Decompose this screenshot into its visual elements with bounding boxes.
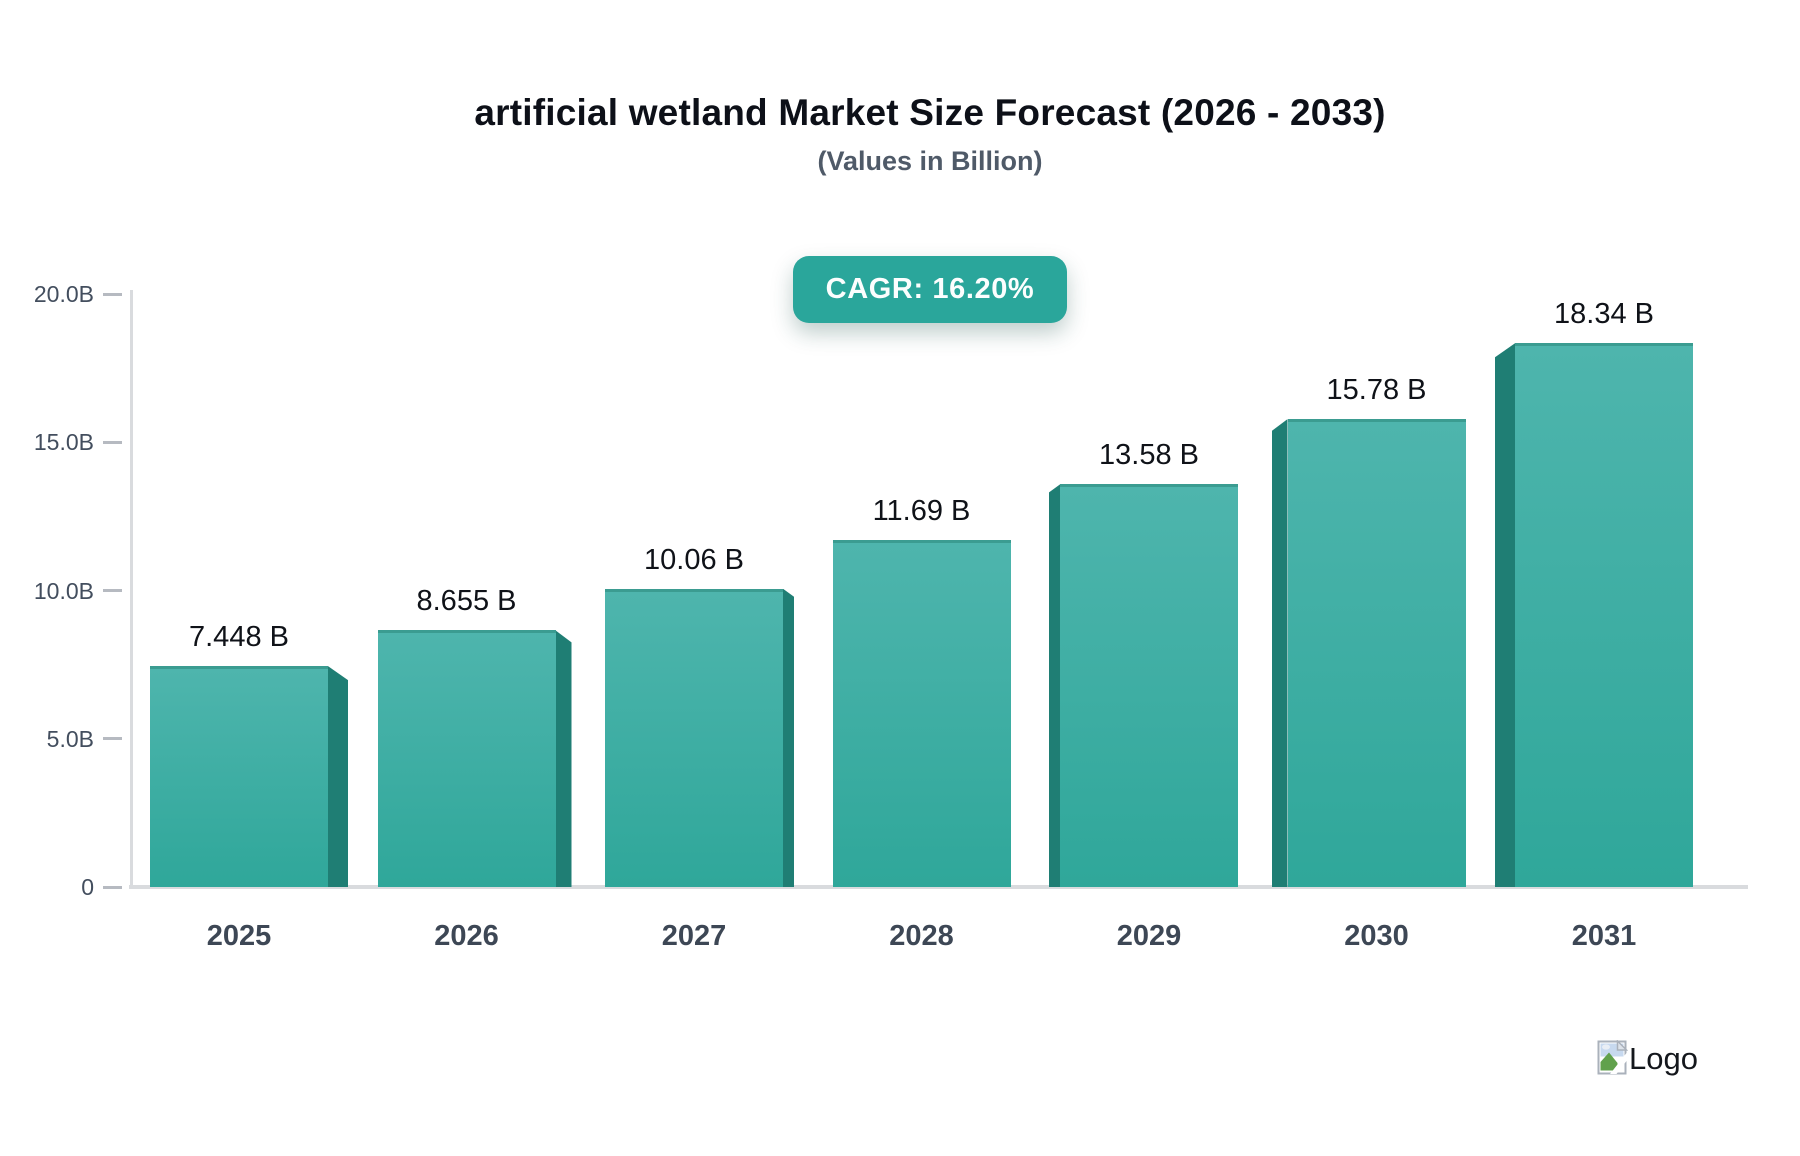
x-tick-label-2029: 2029 [1116,920,1182,952]
y-tick-mark [103,589,122,592]
y-tick-label: 20.0B [33,281,94,307]
logo: Logo [1597,1040,1698,1075]
y-tick-mark [103,885,122,889]
y-tick-label: 0 [81,874,94,900]
x-tick-label-2026: 2026 [434,920,499,952]
bar-side-2025 [328,666,348,887]
y-tick-mark [103,737,122,741]
bar-2028 [832,540,1011,887]
bar-value-label-2030: 15.78 B [1326,374,1427,407]
y-tick-mark [103,292,122,296]
cagr-badge-row: CAGR: 16.20% [60,256,1800,323]
bar-side-2026 [555,630,572,887]
y-axis-line [130,290,133,887]
chart-title: artificial wetland Market Size Forecast … [474,92,1386,133]
bar-value-label-2027: 10.06 B [644,543,744,576]
y-tick-label: 10.0B [33,577,94,604]
bar-value-label-2029: 13.58 B [1099,439,1199,472]
bar-side-2031 [1495,343,1515,887]
x-tick-label-2030: 2030 [1344,920,1409,952]
bar-side-2029 [1049,484,1060,887]
y-tick-mark [103,440,122,444]
bar-2026 [377,630,556,887]
bar-value-label-2025: 7.448 B [189,621,289,654]
bar-value-label-2028: 11.69 B [872,495,971,528]
bar-side-2030 [1271,419,1288,887]
broken-image-icon [1597,1040,1628,1075]
bar-value-label-2026: 8.655 B [416,585,517,618]
bar-2031 [1515,343,1693,887]
x-tick-label-2027: 2027 [661,920,727,952]
bar-2030 [1287,419,1466,887]
bar-2025 [150,666,328,887]
bar-2029 [1060,484,1238,887]
cagr-badge: CAGR: 16.20% [792,256,1068,323]
y-tick-label: 15.0B [33,429,94,456]
bar-side-2027 [783,588,794,887]
x-tick-label-2025: 2025 [206,920,272,952]
x-axis-line [129,885,1748,889]
y-tick-label: 5.0B [46,725,94,752]
bar-2027 [605,588,783,887]
chart-subtitle: (Values in Billion) [817,146,1043,176]
logo-text: Logo [1629,1041,1698,1077]
x-tick-label-2031: 2031 [1571,920,1637,952]
bar-value-label-2031: 18.34 B [1554,298,1654,331]
x-tick-label-2028: 2028 [889,920,954,952]
